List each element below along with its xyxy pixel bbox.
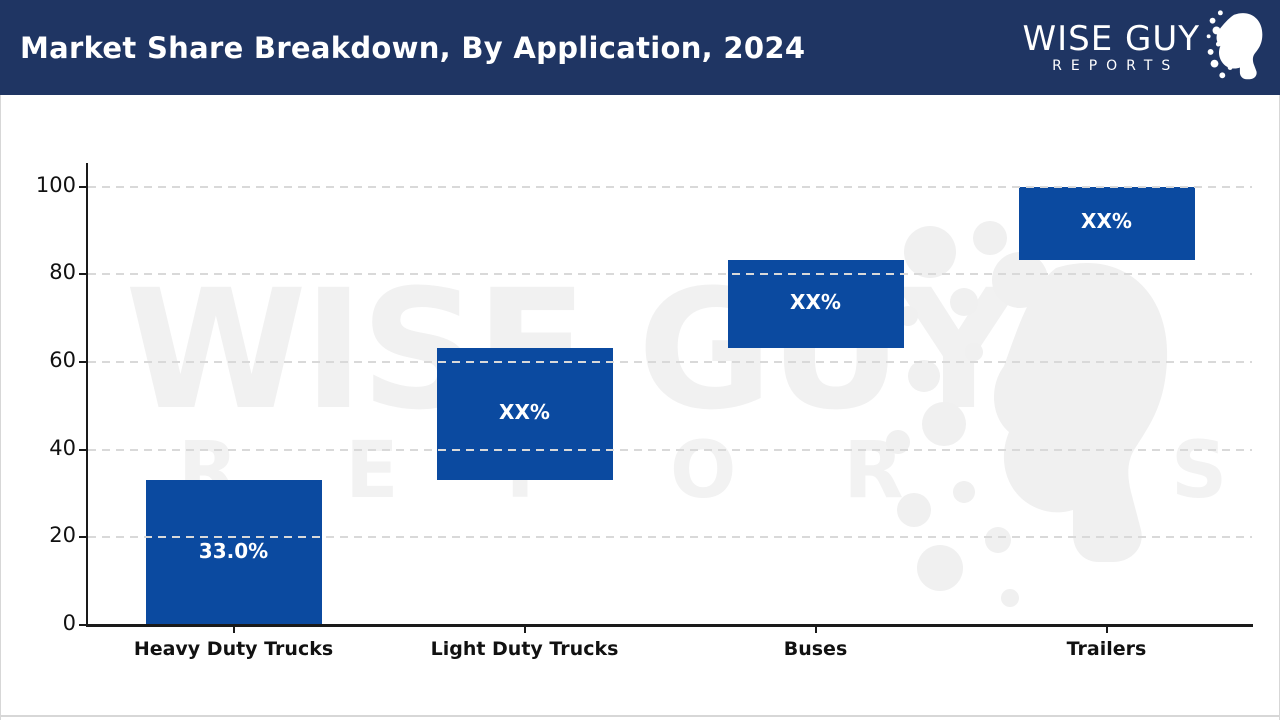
y-tick-mark [79,360,87,363]
y-tick-mark [79,448,87,451]
bar-value-label: 33.0% [198,538,269,563]
x-tick-mark [1105,627,1108,633]
gridline [88,273,1252,276]
bar-value-label: XX% [499,400,550,425]
gridline [88,185,1252,188]
y-tick-mark [79,273,87,276]
y-tick-label: 20 [49,523,76,548]
x-tick-label: Heavy Duty Trucks [133,638,334,660]
left-rule [0,95,1,720]
y-axis-line [86,163,88,627]
gridline [88,536,1252,539]
bar-value-label: XX% [1081,209,1132,234]
gridline [88,448,1252,451]
bar-1 [145,480,322,625]
bar-2 [436,347,613,481]
logo-head-icon [1206,9,1263,79]
x-tick-label: Trailers [1066,638,1147,660]
header: Market Share Breakdown, By Application, … [0,0,1280,95]
y-tick-label: 40 [49,435,76,460]
x-tick-label: Buses [783,638,848,660]
y-tick-label: 60 [49,347,76,372]
page-title: Market Share Breakdown, By Application, … [20,30,806,65]
x-tick-mark [814,627,817,633]
y-tick-mark [79,185,87,188]
y-tick-label: 80 [49,260,76,285]
wiseguy-logo: WISE GUY REPORTS [1022,7,1280,89]
x-tick-mark [232,627,235,633]
gridline [88,360,1252,363]
y-tick-mark [79,624,87,626]
y-tick-label: 100 [35,172,76,197]
x-tick-mark [523,627,526,633]
bottom-rule [0,715,1280,717]
x-axis-line [86,624,1253,627]
y-tick-label: 0 [62,611,76,635]
logo-wordmark: WISE GUY [1022,19,1200,59]
logo-reports-label: REPORTS [1052,58,1180,74]
logo-text: WISE GUY REPORTS [1022,22,1200,73]
y-tick-mark [79,536,87,539]
bar-value-label: XX% [790,289,841,314]
x-tick-label: Light Duty Trucks [430,638,619,660]
